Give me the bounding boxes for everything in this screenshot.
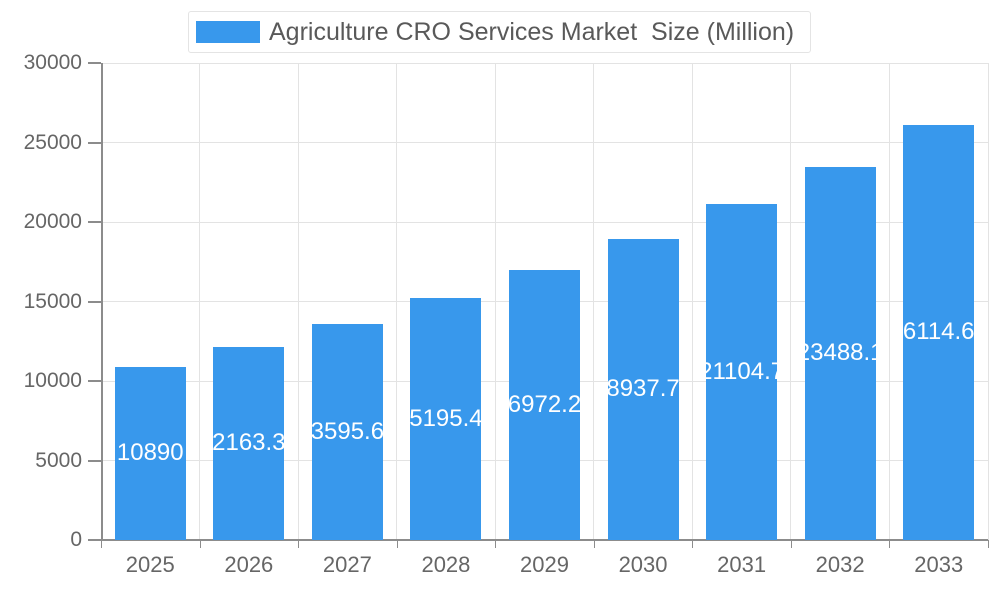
y-tick-mark: [88, 141, 101, 144]
y-gridline: [101, 62, 988, 64]
y-tick-mark: [88, 380, 101, 382]
y-tick-mark: [88, 221, 101, 223]
bar-value-label: 18937.74: [607, 375, 679, 403]
bar-value-label: 13595.68: [311, 417, 383, 445]
y-axis-tick-label: 5000: [35, 448, 82, 472]
y-tick-mark: [88, 539, 101, 541]
legend: Agriculture CRO Services Market Size (Mi…: [188, 11, 812, 53]
x-gridline: [297, 63, 299, 540]
legend-label: Agriculture CRO Services Market Size (Mi…: [269, 18, 795, 46]
bar-value-label: 12163.33: [213, 429, 285, 457]
x-axis-tick-label: 2026: [224, 552, 274, 577]
x-tick-mark: [396, 540, 398, 548]
y-tick-mark: [88, 459, 101, 462]
x-tick-mark: [889, 540, 891, 548]
y-axis-tick-label: 15000: [23, 289, 82, 313]
bar: 10890: [114, 366, 186, 540]
y-gridline: [101, 221, 988, 223]
bar-value-label: 23488.1: [805, 339, 876, 367]
y-axis-tick-label: 10000: [23, 369, 82, 392]
bar-value-label: 16972.28: [509, 391, 580, 419]
x-gridline: [888, 63, 890, 540]
x-axis-tick-label: 2032: [815, 552, 865, 577]
y-axis-tick-label: 25000: [23, 130, 82, 154]
y-axis-line: [101, 63, 103, 540]
x-gridline: [593, 63, 595, 540]
bar: 23488.1: [804, 166, 876, 540]
bar-value-label: 15195.44: [410, 405, 482, 433]
x-axis-tick-label: 2025: [125, 552, 175, 577]
x-tick-mark: [692, 540, 694, 548]
x-tick-mark: [790, 540, 792, 548]
y-axis-tick-label: 0: [70, 528, 82, 551]
x-tick-mark: [495, 540, 497, 548]
x-axis-tick-label: 2027: [322, 552, 372, 577]
x-tick-mark: [298, 540, 300, 548]
x-axis-tick-label: 2028: [421, 552, 471, 577]
x-gridline: [691, 63, 693, 540]
x-gridline: [790, 63, 792, 540]
x-tick-mark: [988, 540, 989, 548]
y-axis-tick-label: 20000: [23, 210, 82, 233]
x-axis-tick-label: 2031: [717, 552, 767, 577]
plot-area: 10890 12163.33 13595.68 15195.44 16972.28 189…: [101, 62, 989, 541]
bar: 12163.33: [213, 346, 285, 540]
bar: 16972.28: [509, 270, 580, 540]
x-tick-mark: [101, 540, 102, 548]
x-gridline: [987, 63, 989, 540]
bar-value-label: 10890: [116, 439, 184, 467]
bar: 21104.7: [706, 204, 778, 540]
bar-value-label: 21104.7: [706, 358, 777, 386]
bar: 26114.63: [903, 124, 975, 540]
legend-swatch: [196, 21, 260, 43]
x-tick-mark: [199, 540, 201, 548]
y-axis-tick-label: 30000: [23, 51, 82, 74]
bar-value-label: 26114.63: [903, 318, 975, 346]
x-gridline: [199, 63, 201, 540]
y-tick-mark: [88, 300, 101, 303]
bar: 13595.68: [311, 323, 383, 540]
bar: 18937.74: [607, 238, 679, 540]
y-gridline: [101, 142, 988, 143]
x-tick-mark: [593, 540, 595, 548]
x-axis-line: [101, 539, 988, 541]
y-tick-mark: [88, 62, 101, 64]
bar: 15195.44: [410, 298, 482, 540]
x-axis-tick-label: 2033: [914, 552, 964, 577]
x-gridline: [396, 63, 398, 540]
x-axis-tick-label: 2029: [520, 552, 569, 577]
x-gridline: [494, 63, 496, 540]
x-axis-tick-label: 2030: [618, 552, 668, 577]
